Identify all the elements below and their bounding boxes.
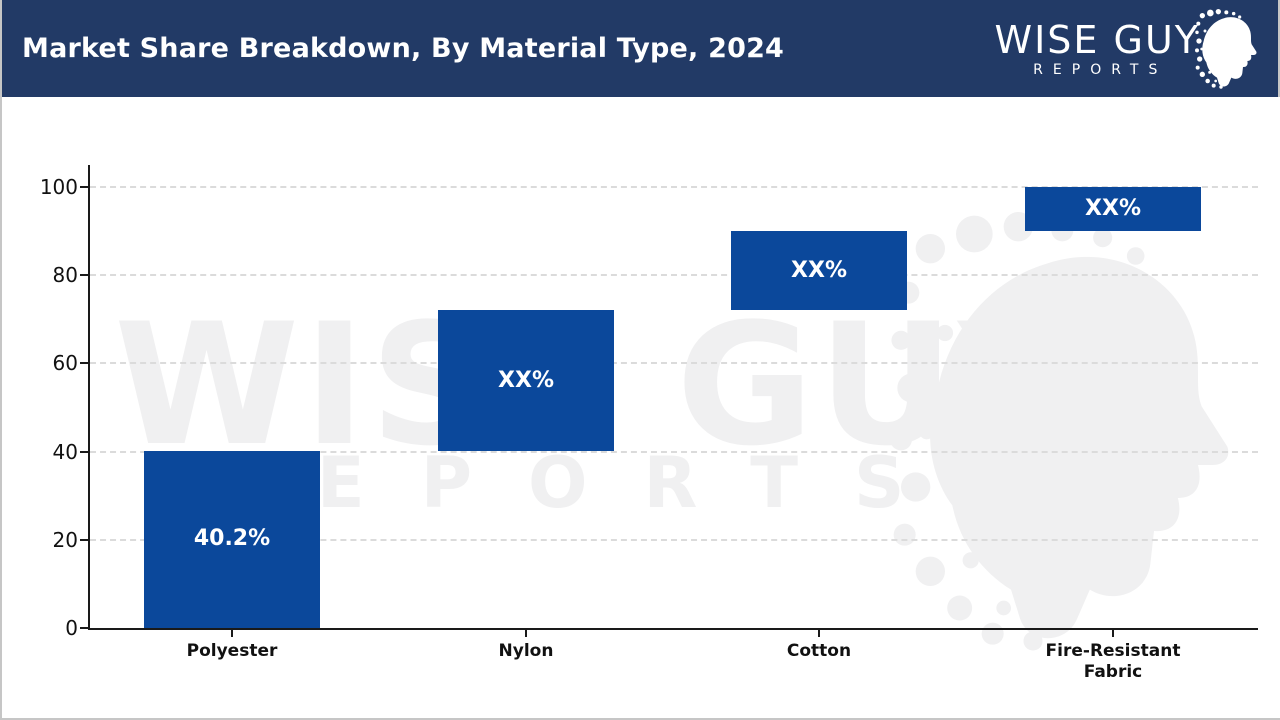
bar-value-label: XX% xyxy=(498,367,554,393)
bar-value-label: XX% xyxy=(791,257,847,283)
x-axis-spine xyxy=(88,628,1258,630)
y-axis-spine xyxy=(88,165,90,630)
gridline-20 xyxy=(90,538,1258,541)
bar-fire-resistant-fabric xyxy=(1025,187,1201,232)
y-tick-label: 100 xyxy=(39,175,78,199)
header-bar: Market Share Breakdown, By Material Type… xyxy=(2,0,1278,97)
wise-guy-reports-logo: WISE GUY REPORTS xyxy=(995,9,1264,89)
x-tick xyxy=(525,630,527,637)
watermark-subtitle: REPORTS xyxy=(207,442,961,524)
x-tick xyxy=(231,630,233,637)
y-tick xyxy=(80,362,88,365)
x-tick xyxy=(1112,630,1114,637)
y-tick-label: 0 xyxy=(65,616,78,640)
gridline-80 xyxy=(90,274,1258,277)
x-tick xyxy=(818,630,820,637)
gridline-100 xyxy=(90,186,1258,188)
y-tick-label: 20 xyxy=(52,527,78,552)
gridline-40 xyxy=(90,450,1258,453)
bar-value-label: 40.2% xyxy=(193,526,271,552)
logo-name-text: WISE GUY xyxy=(994,17,1200,62)
y-tick-label: 40 xyxy=(52,439,78,464)
y-tick xyxy=(80,450,88,453)
y-tick-label: 60 xyxy=(52,351,78,376)
x-category-label: Cotton xyxy=(786,641,852,661)
logo-subtitle-text: REPORTS xyxy=(1033,61,1168,78)
x-category-label: Fire-Resistant Fabric xyxy=(1045,641,1181,682)
chart-title: Market Share Breakdown, By Material Type… xyxy=(22,33,785,64)
bar-polyester xyxy=(144,450,320,628)
gridline-60 xyxy=(90,362,1258,365)
waterfall-chart: WISE GUY REPORTS 0 20 40 60 80 100 40.2% Polyes… xyxy=(2,97,1280,718)
bar-cotton xyxy=(731,231,907,311)
y-tick xyxy=(80,186,88,188)
y-tick-label: 80 xyxy=(52,263,78,288)
x-category-label: Polyester xyxy=(186,641,278,661)
y-tick xyxy=(80,538,88,541)
logo-wordmark: WISE GUY REPORTS xyxy=(995,21,1200,77)
x-category-label: Nylon xyxy=(498,641,554,661)
bar-value-label: XX% xyxy=(1085,196,1141,222)
bar-nylon xyxy=(438,310,614,451)
y-tick xyxy=(80,274,88,277)
plot-area: 0 20 40 60 80 100 40.2% Polyester XX% Nylon XX% Cot… xyxy=(2,97,1280,718)
dotted-head-icon xyxy=(1194,9,1264,89)
y-tick xyxy=(80,627,88,629)
